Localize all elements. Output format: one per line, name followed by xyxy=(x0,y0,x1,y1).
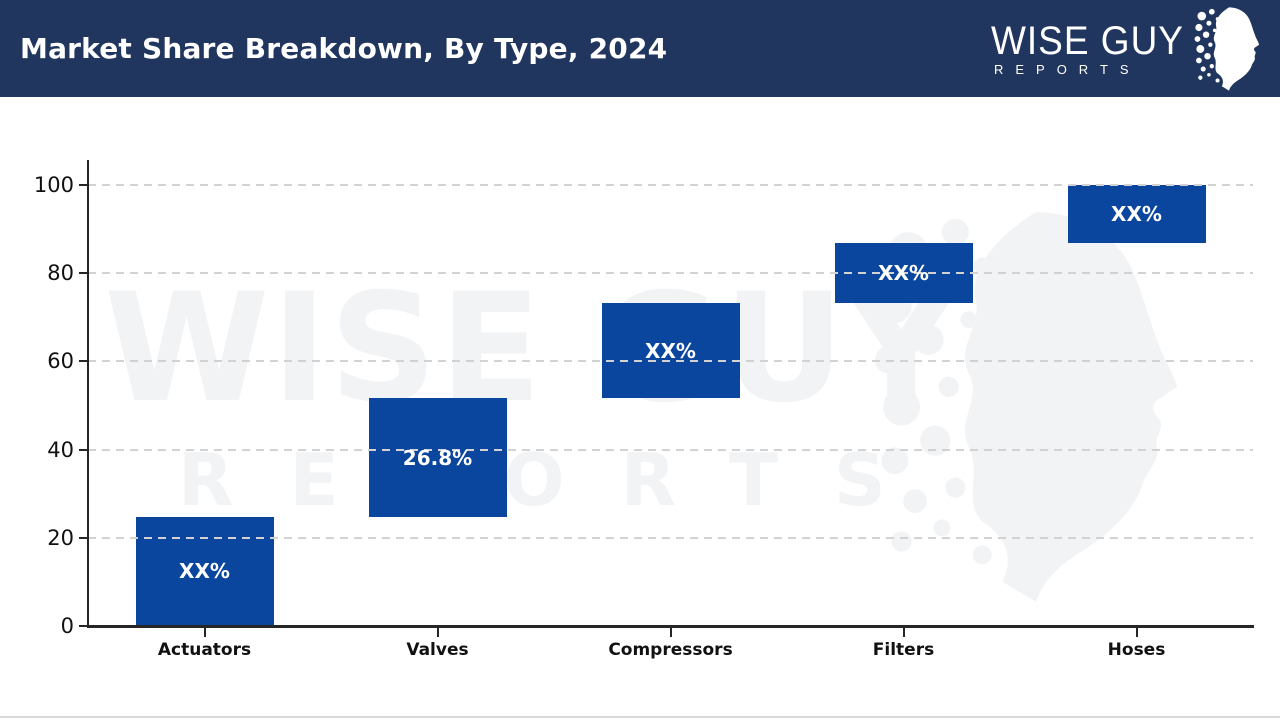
page-title: Market Share Breakdown, By Type, 2024 xyxy=(20,32,668,65)
y-tick-label: 100 xyxy=(33,173,74,197)
bar-value-label: XX% xyxy=(179,559,230,584)
bar-valves xyxy=(368,398,507,517)
brand-logo: WISE GUY REPORTS xyxy=(991,6,1280,92)
category-label-compressors: Compressors xyxy=(608,640,733,660)
y-tick-mark xyxy=(79,272,87,275)
category-label-hoses: Hoses xyxy=(1107,640,1166,660)
y-tick-label: 60 xyxy=(47,349,74,374)
gridline-20 xyxy=(88,536,1253,539)
gridline-100 xyxy=(88,184,1253,186)
brand-head-icon xyxy=(1192,6,1266,92)
x-tick-mark xyxy=(902,628,905,637)
y-tick-label: 40 xyxy=(47,437,74,462)
y-tick-label: 20 xyxy=(47,525,74,550)
gridline-80 xyxy=(88,272,1253,275)
category-label-actuators: Actuators xyxy=(157,640,252,660)
x-tick-mark xyxy=(669,628,672,637)
brand-logo-text: WISE GUY REPORTS xyxy=(990,17,1184,77)
brand-name: WISE GUY xyxy=(990,17,1184,63)
header-bar: Market Share Breakdown, By Type, 2024 WI… xyxy=(0,0,1280,97)
gridline-60 xyxy=(88,360,1253,363)
x-tick-mark xyxy=(1135,628,1138,637)
bar-value-label: XX% xyxy=(645,338,696,363)
bar-actuators xyxy=(135,516,274,626)
y-tick-mark xyxy=(79,360,87,363)
y-tick-mark xyxy=(79,448,87,451)
watermark-brand-subname: REPORTS xyxy=(178,438,942,522)
y-tick-mark xyxy=(79,184,87,186)
watermark-brand-name: WISE GUY xyxy=(104,262,958,436)
x-axis-line xyxy=(87,625,1254,628)
y-axis-line xyxy=(87,160,89,627)
x-tick-mark xyxy=(203,628,206,637)
y-tick-label: 80 xyxy=(47,261,74,286)
brand-subname: REPORTS xyxy=(993,61,1141,77)
x-tick-mark xyxy=(436,628,439,637)
bar-hoses xyxy=(1067,185,1206,244)
bar-value-label: XX% xyxy=(1111,202,1162,227)
bar-value-label: XX% xyxy=(878,261,929,286)
gridline-40 xyxy=(88,448,1253,451)
y-tick-mark xyxy=(79,625,87,627)
y-tick-mark xyxy=(79,536,87,539)
y-tick-label: 0 xyxy=(60,614,74,638)
category-label-valves: Valves xyxy=(406,640,469,660)
category-label-filters: Filters xyxy=(872,640,935,660)
bottom-divider xyxy=(0,716,1280,718)
bar-value-label: 26.8% xyxy=(402,445,473,470)
bar-compressors xyxy=(601,303,740,399)
